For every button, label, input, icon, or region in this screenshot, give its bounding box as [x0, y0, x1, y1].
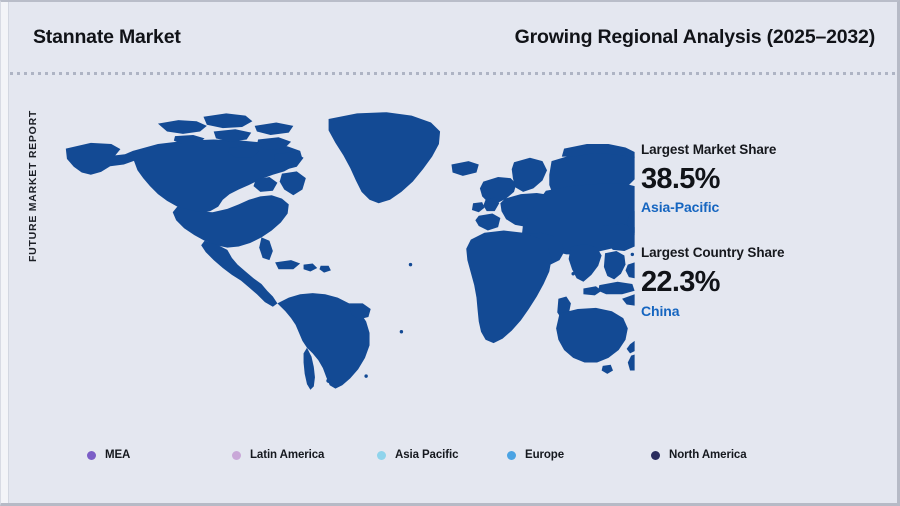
stat-value: 22.3% [641, 266, 720, 299]
legend-label: Asia Pacific [395, 449, 459, 461]
legend-dot-icon [651, 450, 660, 460]
header: Stannate Market Growing Regional Analysi… [10, 2, 897, 72]
header-divider [10, 72, 897, 75]
header-subtitle: Growing Regional Analysis (2025–2032) [514, 25, 876, 48]
world-map-svg [65, 112, 635, 390]
legend: MEA Latin America Asia Pacific Europe No… [87, 449, 787, 471]
stat-largest-country-share: Largest Country Share 22.3% China [641, 245, 881, 318]
legend-dot-icon [232, 450, 241, 460]
legend-dot-icon [87, 450, 96, 460]
page-title: Stannate Market [33, 25, 181, 48]
legend-item-europe: Europe [507, 449, 564, 461]
brand-vertical-label: FUTURE MARKET REPORT [27, 109, 39, 262]
stat-largest-market-share: Largest Market Share 38.5% Asia-Pacific [641, 142, 881, 215]
stat-subject: China [641, 302, 680, 319]
stats-panel: Largest Market Share 38.5% Asia-Pacific … [641, 142, 881, 319]
legend-dot-icon [507, 450, 516, 460]
legend-label: Europe [525, 449, 565, 461]
legend-label: North America [669, 449, 747, 461]
stat-subject: Asia-Pacific [641, 199, 720, 216]
legend-dot-icon [377, 450, 386, 460]
legend-item-mea: MEA [87, 449, 130, 461]
left-gutter [1, 2, 9, 503]
legend-item-asia-pacific: Asia Pacific [377, 449, 458, 461]
stat-label: Largest Market Share [641, 142, 777, 157]
stat-label: Largest Country Share [641, 245, 785, 261]
world-map-landmasses [65, 112, 635, 390]
world-map [61, 94, 636, 404]
legend-item-latin-america: Latin America [232, 449, 324, 461]
legend-label: MEA [105, 449, 131, 461]
legend-label: Latin America [250, 449, 325, 461]
legend-item-north-america: North America [651, 449, 747, 461]
stat-value: 38.5% [641, 163, 720, 195]
